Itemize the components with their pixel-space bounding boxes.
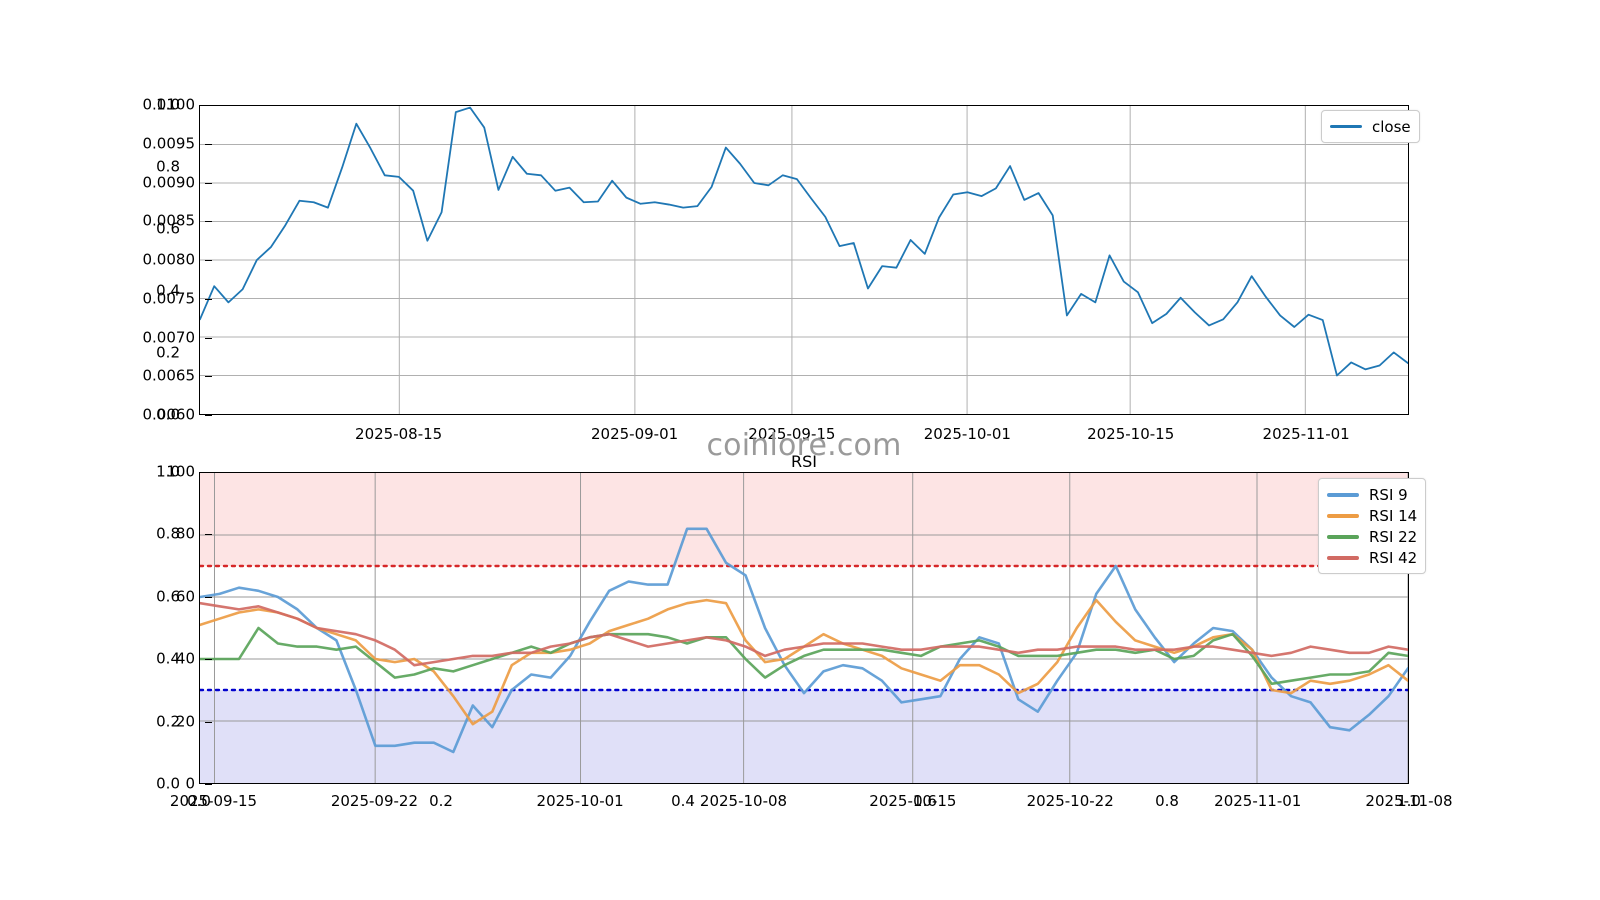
price-y-secondary-tick-label: 0.6	[156, 219, 180, 238]
price-y-secondary-tick-label: 0.2	[156, 343, 180, 362]
legend-item[interactable]: RSI 42	[1327, 547, 1417, 568]
rsi-y-tick-label: 60	[175, 587, 195, 606]
rsi-x-tick-label: 2025-09-15	[169, 792, 258, 810]
legend-label: RSI 14	[1369, 506, 1418, 525]
price-y-secondary-tick-label: 1.0	[156, 95, 180, 114]
rsi-y-tick-mark	[205, 721, 212, 723]
price-y-tick-label: 0.0100	[142, 95, 196, 114]
rsi-y-secondary-tick-label: 0.6	[156, 587, 180, 606]
rsi-x-secondary-tick-label: 0.4	[671, 792, 695, 810]
rsi-x-secondary-tick-label: 0.0	[187, 792, 211, 810]
rsi-x-tick-label: 2025-10-15	[869, 792, 957, 810]
rsi-y-axis-secondary-labels: 0.0 0.2 0.4 0.6 0.8 1.0	[15, 464, 195, 791]
rsi-y-tick-mark	[205, 472, 212, 473]
price-x-axis-labels: 2025-08-15 2025-09-01 2025-09-15 2025-10-01…	[199, 423, 1409, 443]
rsi-y-tick-mark	[205, 596, 212, 598]
price-y-tick-label: 0.0070	[142, 328, 196, 346]
rsi-plot-area	[200, 473, 1408, 783]
price-y-tick-mark	[205, 260, 212, 261]
price-chart-panel	[199, 105, 1409, 415]
price-y-tick-label: 0.0060	[142, 405, 196, 424]
price-plot-area	[200, 106, 1408, 414]
price-y-secondary-tick-label: 0.8	[156, 157, 180, 176]
price-y-tick-mark	[205, 182, 212, 184]
rsi-chart-panel	[199, 472, 1409, 784]
price-x-tick-label: 2025-09-01	[591, 425, 679, 443]
rsi-chart-title: RSI	[791, 452, 817, 471]
price-y-tick-label: 0.0080	[142, 250, 196, 269]
rsi-y-secondary-tick-label: 0.2	[156, 712, 180, 731]
price-y-tick-label: 0.0090	[142, 173, 196, 191]
rsi-x-axis-secondary-labels: 0.0 0.2 0.4 0.6 0.8 1.0	[187, 790, 1421, 810]
rsi-y-secondary-tick-label: 0.8	[156, 524, 180, 543]
rsi-x-tick-label: 2025-11-01	[1214, 792, 1302, 810]
rsi-y-secondary-tick-label: 0.0	[156, 774, 180, 793]
rsi-y-tick-label: 100	[166, 462, 195, 481]
legend-swatch-line-icon	[1327, 513, 1359, 518]
price-y-tick-mark	[205, 143, 212, 145]
rsi-y-tick-mark	[205, 784, 212, 785]
price-y-tick-mark	[205, 298, 212, 300]
rsi-x-secondary-tick-label: 0.8	[1155, 792, 1179, 810]
rsi-y-tick-mark	[205, 534, 212, 536]
rsi-y-tick-mark	[205, 659, 212, 661]
rsi-y-axis-labels: 0 20 40 60 80 100	[15, 464, 212, 791]
price-x-tick-label: 2025-10-15	[1087, 425, 1175, 443]
rsi-y-tick-label: 80	[175, 524, 195, 543]
rsi-x-tick-label: 2025-11-08	[1365, 792, 1453, 810]
price-chart-legend[interactable]: close	[1321, 110, 1420, 143]
price-y-tick-mark	[205, 337, 212, 339]
legend-swatch-line-icon	[1330, 125, 1362, 128]
price-y-axis-labels: 0.0060 0.0065 0.0070 0.0075 0.0080 0.0085 0.00…	[15, 97, 212, 422]
legend-swatch-line-icon	[1327, 492, 1359, 497]
watermark-coinlore: coinlore.com	[706, 428, 902, 463]
price-y-tick-mark	[205, 105, 212, 106]
legend-label: close	[1372, 117, 1411, 136]
rsi-x-tick-label: 2025-10-22	[1026, 792, 1114, 810]
rsi-x-axis-labels: 2025-09-15 2025-09-22 2025-10-01 2025-10-08…	[170, 790, 1453, 810]
price-y-secondary-tick-label: 0.0	[156, 405, 180, 424]
rsi-x-secondary-tick-label: 1.0	[1397, 792, 1421, 810]
legend-label: RSI 22	[1369, 527, 1418, 546]
rsi-y-tick-label: 0	[185, 774, 195, 793]
price-x-tick-label: 2025-09-15	[748, 425, 836, 443]
price-y-tick-label: 0.0075	[142, 289, 196, 308]
price-y-tick-mark	[205, 415, 212, 416]
price-x-tick-label: 2025-08-15	[355, 425, 443, 443]
price-x-tick-label: 2025-10-01	[923, 425, 1011, 443]
price-y-tick-mark	[205, 376, 212, 378]
legend-label: RSI 9	[1369, 485, 1408, 504]
price-y-axis-secondary-labels: 0.0 0.2 0.4 0.6 0.8 1.0	[15, 97, 195, 422]
price-y-tick-label: 0.0065	[142, 366, 196, 385]
rsi-x-tick-label: 2025-10-01	[536, 792, 624, 810]
legend-label: RSI 42	[1369, 548, 1418, 567]
rsi-y-secondary-tick-label: 1.0	[156, 462, 180, 481]
rsi-x-tick-label: 2025-10-08	[699, 792, 788, 810]
rsi-chart-legend[interactable]: RSI 9 RSI 14 RSI 22 RSI 42	[1318, 478, 1427, 574]
rsi-y-secondary-tick-label: 0.4	[156, 649, 180, 668]
price-y-secondary-tick-label: 0.4	[156, 281, 180, 300]
legend-item[interactable]: RSI 9	[1327, 484, 1417, 505]
rsi-x-tick-label: 2025-09-22	[330, 792, 419, 810]
legend-item[interactable]: close	[1330, 116, 1411, 137]
legend-swatch-line-icon	[1327, 555, 1359, 560]
legend-swatch-line-icon	[1327, 534, 1359, 539]
legend-item[interactable]: RSI 22	[1327, 526, 1417, 547]
price-x-tick-label: 2025-11-01	[1262, 425, 1350, 443]
rsi-x-secondary-tick-label: 0.2	[429, 792, 453, 810]
rsi-y-tick-label: 40	[175, 649, 195, 668]
price-y-tick-label: 0.0085	[142, 211, 196, 230]
price-y-tick-label: 0.0095	[142, 134, 196, 153]
legend-item[interactable]: RSI 14	[1327, 505, 1417, 526]
price-y-tick-mark	[205, 221, 212, 223]
rsi-y-tick-label: 20	[175, 712, 195, 731]
rsi-x-secondary-tick-label: 0.6	[913, 792, 937, 810]
